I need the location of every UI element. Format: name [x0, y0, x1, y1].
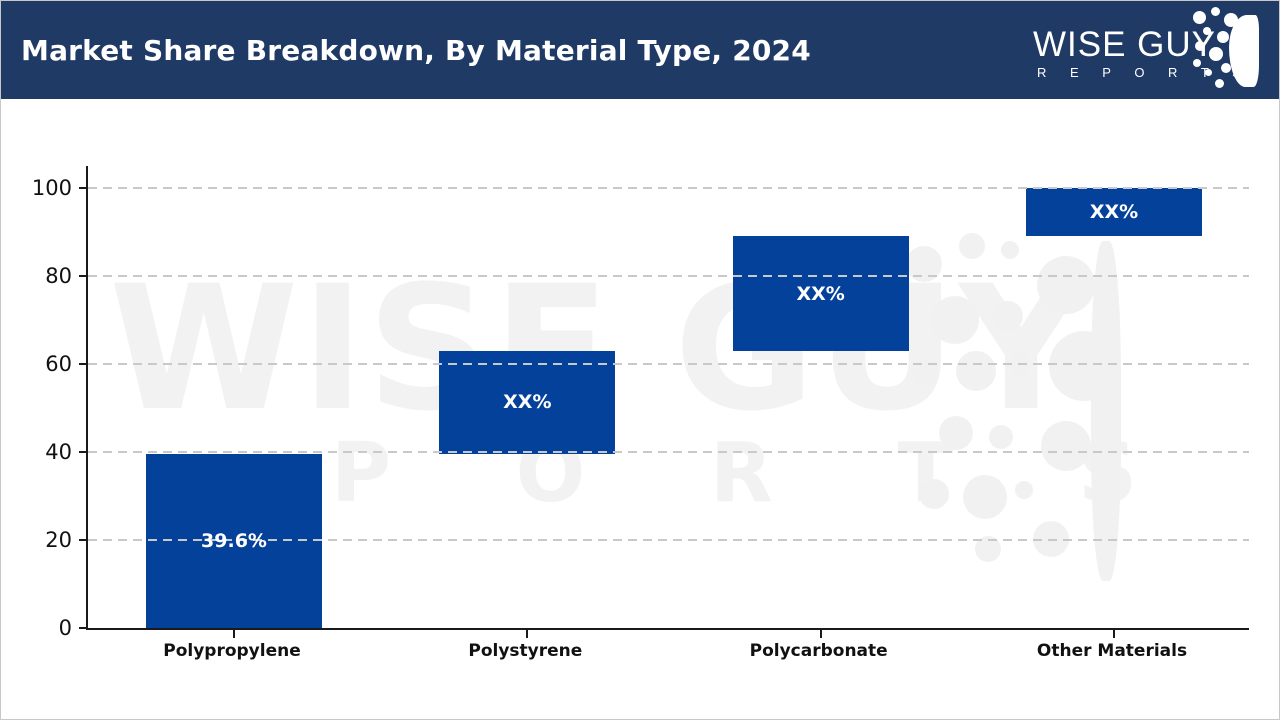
bar-other-materials: [1025, 188, 1202, 237]
y-tick-label: 80: [45, 264, 72, 288]
y-tick-mark: [79, 451, 86, 453]
brand-logo: WISE GUY R E P O R T S: [1011, 7, 1261, 93]
gridline: [88, 187, 1249, 189]
brand-logo-wordmark: WISE GUY: [1033, 25, 1217, 64]
gridline: [88, 275, 1249, 277]
gridline: [88, 363, 1249, 365]
bar-polycarbonate: [732, 236, 909, 351]
x-tick-mark: [233, 630, 235, 638]
plot-area: 39.6% XX% XX% XX%: [79, 166, 1249, 638]
x-category-label: Polycarbonate: [749, 641, 888, 661]
bar-polystyrene: [439, 350, 616, 454]
bar-value-label: XX%: [503, 391, 552, 414]
y-tick-label: 0: [58, 616, 72, 640]
face-silhouette: [1229, 15, 1259, 87]
bar-value-label: 39.6%: [201, 529, 267, 552]
x-tick-mark: [1112, 630, 1115, 638]
x-category-label: Other Materials: [1036, 641, 1188, 661]
gridline: [88, 539, 1249, 541]
x-category-label: Polypropylene: [163, 641, 301, 661]
gridline: [88, 451, 1249, 453]
y-tick-label: 100: [31, 176, 72, 200]
bar-value-label: XX%: [1089, 201, 1139, 224]
y-tick-mark: [79, 627, 86, 629]
y-tick-label: 20: [45, 528, 72, 552]
chart-title: Market Share Breakdown, By Material Type…: [21, 33, 811, 67]
brand-logo-subtext: R E P O R T S: [1037, 65, 1251, 80]
y-tick-mark: [79, 539, 86, 541]
x-tick-mark: [526, 630, 529, 638]
bar-value-label: XX%: [796, 282, 845, 305]
y-tick-mark: [79, 363, 86, 365]
y-tick-mark: [79, 187, 86, 189]
y-tick-mark: [79, 275, 86, 277]
y-tick-label: 40: [45, 440, 72, 464]
dotted-head-profile-icon: [1191, 7, 1261, 93]
header: Market Share Breakdown, By Material Type…: [1, 1, 1279, 99]
y-tick-label: 60: [45, 352, 72, 376]
x-category-label: Polystyrene: [468, 641, 583, 661]
x-tick-mark: [819, 630, 822, 638]
